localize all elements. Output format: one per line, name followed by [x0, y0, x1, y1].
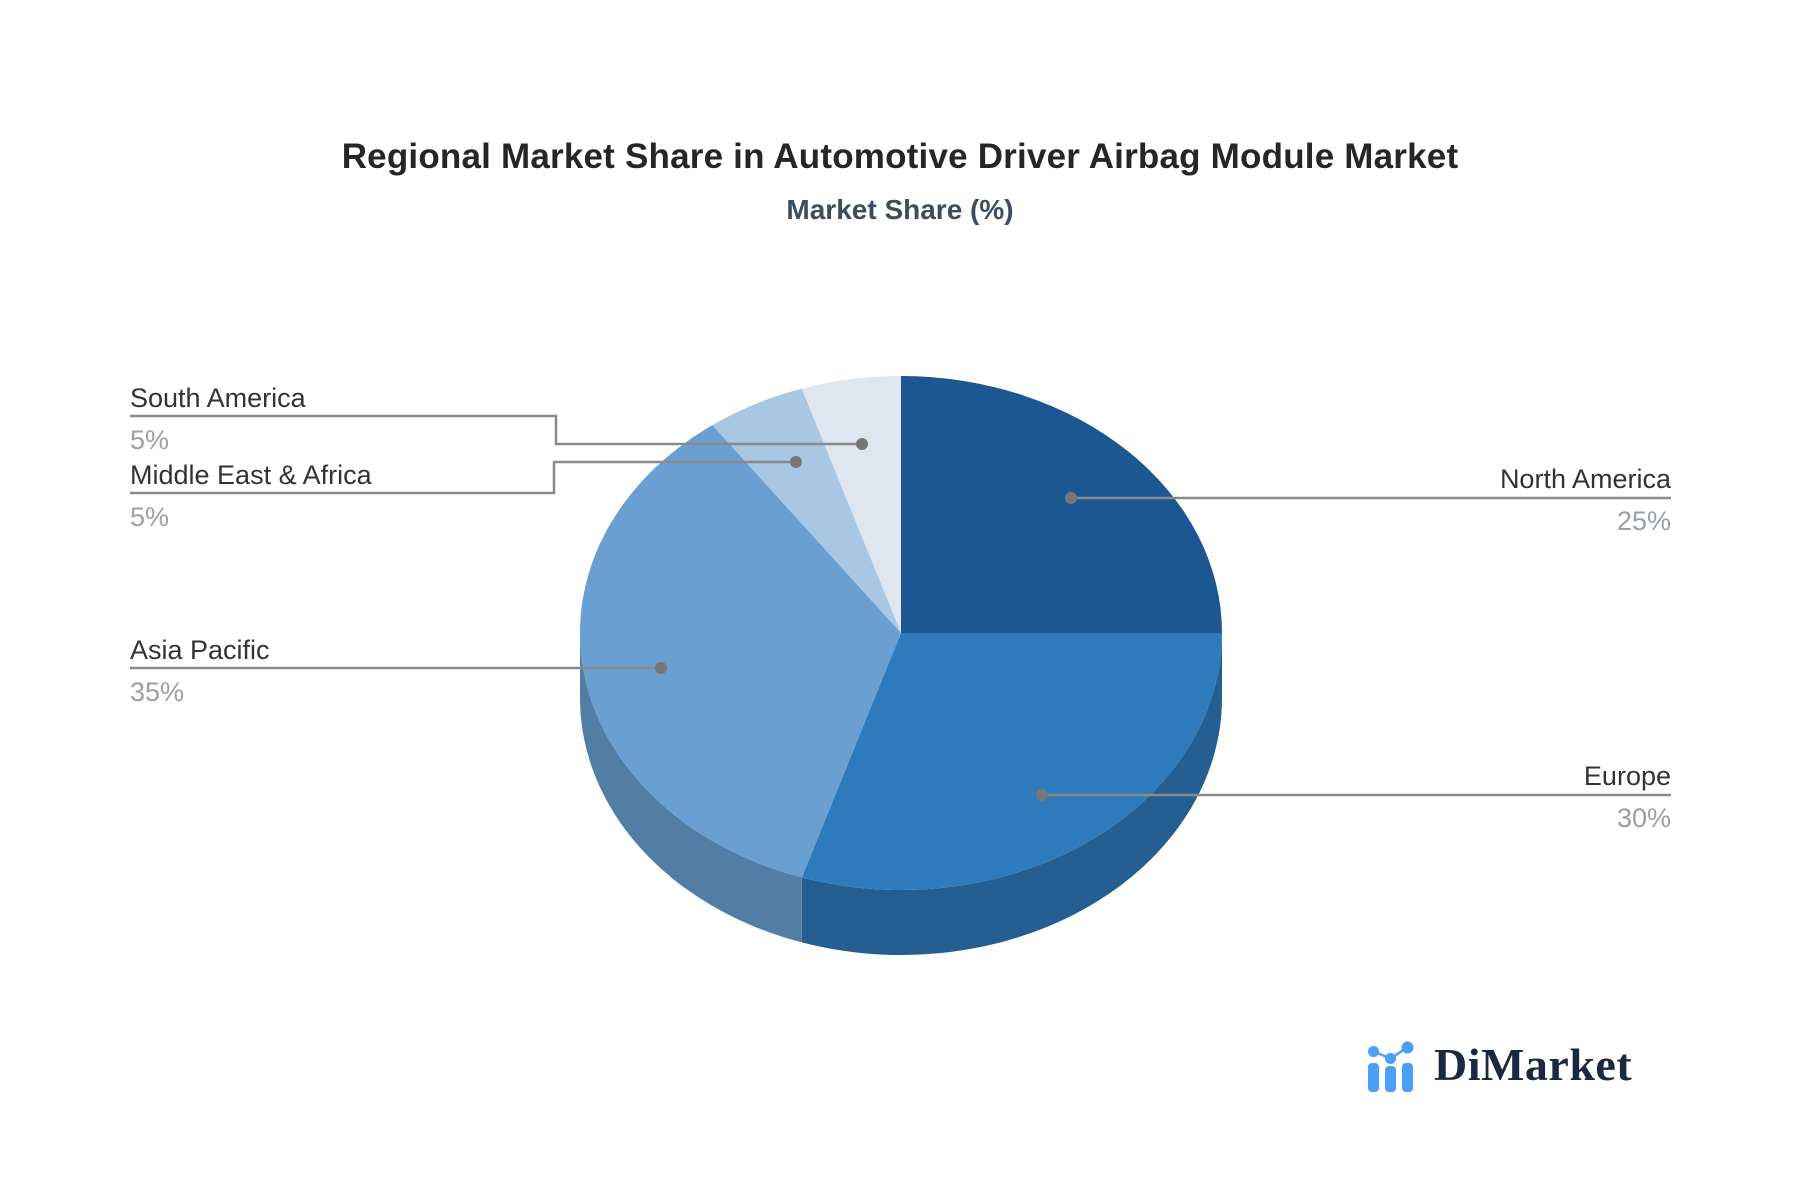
callout-dot-asia-pacific	[655, 662, 667, 674]
callout-value-middle-east-africa: 5%	[130, 502, 170, 532]
callout-value-north-america: 25%	[1616, 506, 1671, 536]
brand-logo-text: DiMarket	[1434, 1039, 1633, 1090]
callout-label-middle-east-africa: Middle East & Africa	[130, 460, 372, 490]
callout-label-europe: Europe	[1583, 761, 1671, 791]
callout-label-south-america: South America	[130, 383, 306, 413]
bar-chart-logo-icon	[1368, 1041, 1414, 1092]
pie-slice-asia-pacific[interactable]	[579, 425, 901, 878]
callout-value-europe: 30%	[1616, 803, 1671, 833]
pie-slice-rim-asia-pacific	[580, 633, 802, 943]
callout-line-middle-east-africa	[130, 460, 796, 495]
callout-dot-north-america	[1065, 492, 1077, 504]
chart-title: Regional Market Share in Automotive Driv…	[341, 137, 1459, 176]
callout-value-asia-pacific: 35%	[130, 677, 185, 707]
pie-slice-europe[interactable]	[801, 633, 1222, 890]
callout-dot-south-america	[856, 438, 868, 450]
callout-line-south-america	[130, 414, 862, 446]
callout-dot-europe	[1036, 789, 1048, 801]
pie-slice-middle-east-africa[interactable]	[712, 388, 901, 633]
callout-label-north-america: North America	[1499, 464, 1671, 494]
pie-slice-north-america[interactable]	[901, 376, 1222, 633]
callout-value-south-america: 5%	[130, 425, 170, 455]
brand-logo: DiMarket	[1360, 1034, 1632, 1096]
pie-slice-rim-europe	[801, 633, 1222, 955]
chart-subtitle: Market Share (%)	[786, 194, 1014, 225]
callout-label-asia-pacific: Asia Pacific	[130, 635, 270, 665]
callout-dot-middle-east-africa	[790, 456, 802, 468]
pie-slice-south-america[interactable]	[801, 376, 901, 633]
